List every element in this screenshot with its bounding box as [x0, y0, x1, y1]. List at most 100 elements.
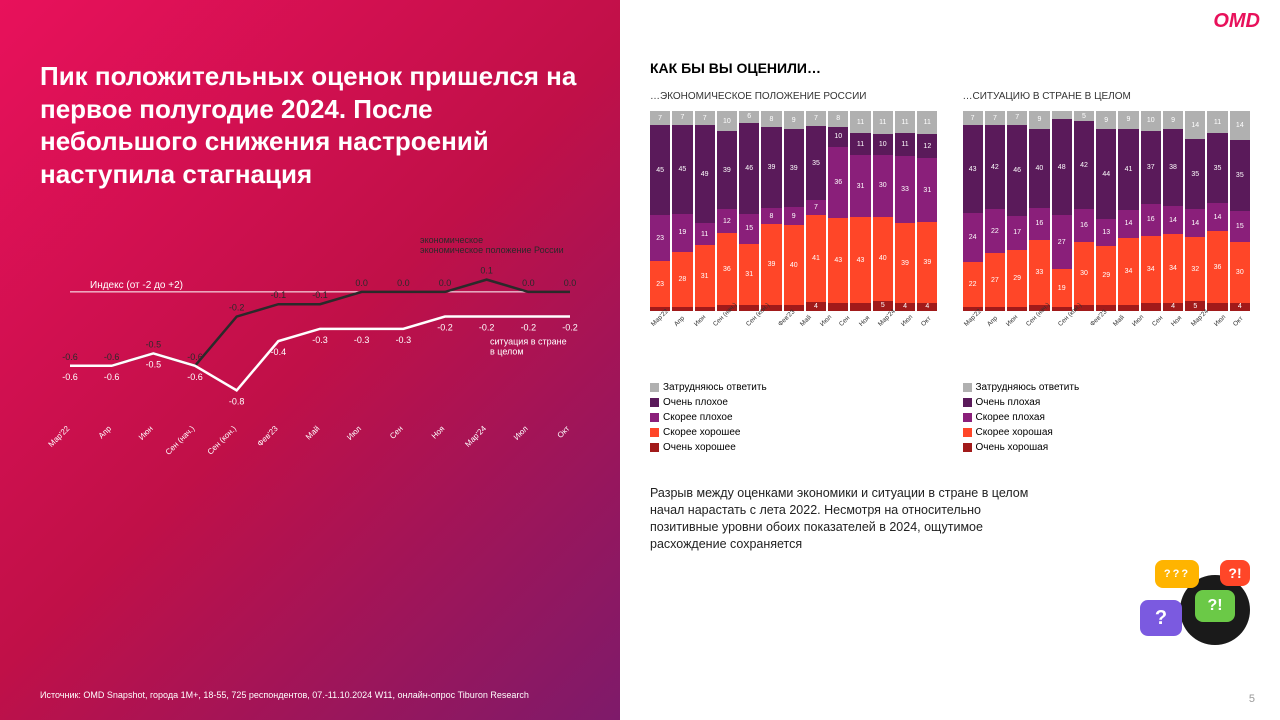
svg-text:Мар'22: Мар'22	[47, 424, 72, 449]
bar-segment: 45	[650, 125, 670, 215]
bar-segment: 40	[873, 217, 893, 300]
bar-segment: 7	[695, 111, 715, 125]
bar: 7491131	[695, 111, 715, 311]
bar-segment: 15	[1230, 211, 1250, 242]
svg-text:Ноя: Ноя	[430, 424, 447, 441]
bar-segment: 40	[784, 225, 804, 305]
bar: 111030405	[873, 111, 893, 311]
bar-segment: 22	[985, 209, 1005, 253]
svg-text:Окт: Окт	[556, 424, 572, 440]
bar-segment	[850, 303, 870, 311]
bar-segment: 22	[963, 262, 983, 307]
bar-segment: 39	[917, 222, 937, 302]
bar: 8103643	[828, 111, 848, 311]
bar-segment: 8	[828, 111, 848, 127]
svg-text:-0.3: -0.3	[354, 335, 370, 345]
bar-segment: 9	[1118, 111, 1138, 129]
bar-segment: 40	[1029, 129, 1049, 208]
bar-segment: 14	[1185, 209, 1205, 237]
bar-segment: 10	[873, 134, 893, 155]
chart1-bars: 7452323745192874911311039123664615318398…	[650, 111, 938, 311]
bar-segment: 19	[1052, 269, 1072, 307]
bar-segment: 31	[850, 155, 870, 217]
svg-text:-0.5: -0.5	[146, 359, 162, 369]
svg-text:0.0: 0.0	[397, 278, 410, 288]
bar-segment: 9	[1163, 111, 1183, 129]
bar: 839839	[761, 111, 781, 311]
svg-text:-0.6: -0.6	[187, 372, 203, 382]
bar-segment: 31	[695, 245, 715, 307]
left-panel: Пик положительных оценок пришелся на пер…	[0, 0, 620, 720]
svg-text:Мар'24: Мар'24	[463, 424, 488, 449]
bar-segment	[1118, 305, 1138, 311]
bar-segment: 42	[985, 125, 1005, 209]
bar-segment: 41	[1118, 129, 1138, 210]
bar-segment: 12	[717, 209, 737, 233]
legend-item: Очень плохое	[650, 395, 938, 410]
question-title: КАК БЫ ВЫ ОЦЕНИЛИ…	[650, 60, 1250, 76]
main-title: Пик положительных оценок пришелся на пер…	[40, 60, 580, 190]
bar: 7357414	[806, 111, 826, 311]
bar-segment: 14	[1163, 206, 1183, 234]
bar: 9441329	[1096, 111, 1116, 311]
bar-segment: 10	[1141, 111, 1161, 131]
bar: 10371634	[1141, 111, 1161, 311]
bar-segment: 41	[806, 215, 826, 302]
bar-segment: 14	[1230, 111, 1250, 140]
bar: 143515304	[1230, 111, 1250, 311]
bar-segment: 33	[1029, 240, 1049, 305]
chart1-legend: Затрудняюсь ответитьОчень плохоеСкорее п…	[650, 380, 938, 455]
svg-text:-0.2: -0.2	[229, 303, 245, 313]
bar-segment: 13	[1096, 219, 1116, 246]
bar-segment: 34	[1141, 236, 1161, 303]
bar-segment: 35	[1185, 139, 1205, 209]
bar-segment: 11	[917, 111, 937, 134]
bar-segment: 44	[1096, 129, 1116, 219]
bar-segment: 43	[828, 218, 848, 303]
bar-segment: 27	[1052, 215, 1072, 269]
bar-segment: 45	[672, 125, 692, 214]
bar-segment: 38	[1163, 129, 1183, 206]
svg-text:Июл: Июл	[345, 424, 363, 442]
source-note: Источник: OMD Snapshot, города 1М+, 18-5…	[40, 690, 529, 700]
bar-segment: 9	[1096, 111, 1116, 129]
bar-segment: 32	[1185, 237, 1205, 301]
bar: 10391236	[717, 111, 737, 311]
bar-segment: 7	[672, 111, 692, 125]
bar-segment: 6	[739, 111, 759, 123]
bar-segment: 35	[1207, 133, 1227, 203]
bar-segment: 4	[806, 302, 826, 311]
svg-text:Индекс (от -2 до +2): Индекс (от -2 до +2)	[90, 280, 183, 291]
bar-charts-row: …ЭКОНОМИЧЕСКОЕ ПОЛОЖЕНИЕ РОССИИ 74523237…	[650, 91, 1250, 455]
legend-item: Очень хорошая	[963, 440, 1251, 455]
bar-segment: 4	[1163, 303, 1183, 311]
svg-text:-0.2: -0.2	[437, 323, 453, 333]
bar: 7461729	[1007, 111, 1027, 311]
bar-segment: 39	[717, 131, 737, 209]
slide: Пик положительных оценок пришелся на пер…	[0, 0, 1280, 720]
bar-segment: 9	[784, 111, 804, 129]
omd-logo: M	[1213, 10, 1260, 33]
bar-segment: 23	[650, 215, 670, 261]
bar-segment: 19	[672, 214, 692, 252]
svg-text:-0.2: -0.2	[562, 323, 578, 333]
bar-segment: 36	[828, 147, 848, 218]
chart2-xlabels: Мар'22АпрИюнСен (нач.)Сен (кон.)Фев'23Ма…	[963, 315, 1251, 345]
bar-segment: 24	[963, 213, 983, 262]
bar-segment: 5	[1074, 111, 1094, 121]
bar-segment: 42	[1074, 121, 1094, 209]
bar-segment: 23	[650, 261, 670, 307]
bar-segment: 11	[873, 111, 893, 134]
legend-item: Затрудняюсь ответить	[963, 380, 1251, 395]
chart2-legend: Затрудняюсь ответитьОчень плохаяСкорее п…	[963, 380, 1251, 455]
bar: 939940	[784, 111, 804, 311]
svg-text:Июн: Июн	[137, 424, 155, 442]
bar-segment: 4	[917, 303, 937, 311]
svg-text:-0.5: -0.5	[146, 339, 162, 349]
legend-item: Затрудняюсь ответить	[650, 380, 938, 395]
bar: 7451928	[672, 111, 692, 311]
legend-item: Скорее плохое	[650, 410, 938, 425]
bar-segment: 43	[850, 217, 870, 303]
right-panel: M КАК БЫ ВЫ ОЦЕНИЛИ… …ЭКОНОМИЧЕСКОЕ ПОЛО…	[620, 0, 1280, 720]
bar-segment: 31	[739, 244, 759, 305]
